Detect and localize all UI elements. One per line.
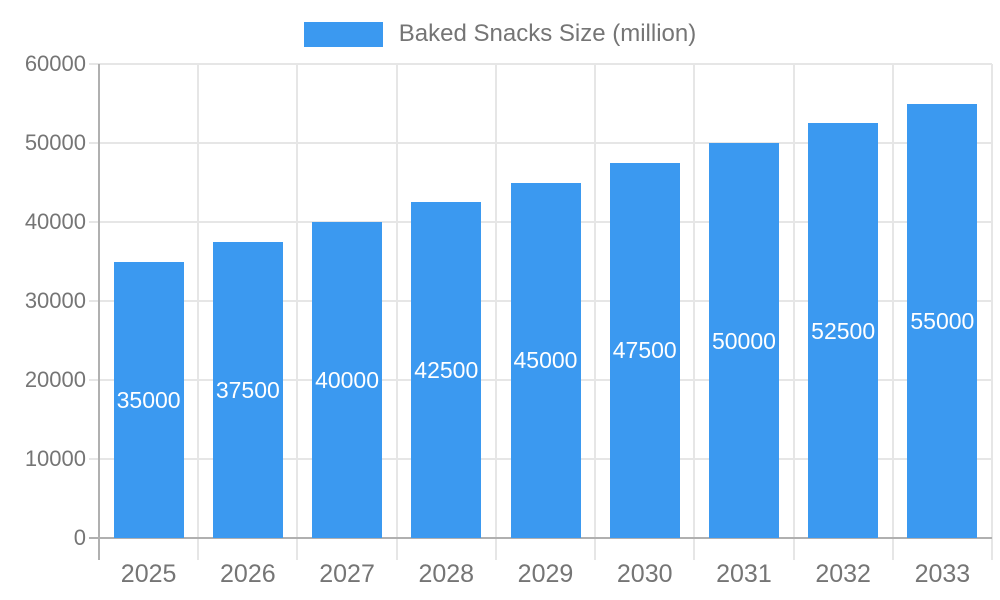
bar[interactable] [411,202,482,538]
bar[interactable] [609,162,680,538]
y-tick [89,142,99,144]
x-axis-label: 2025 [120,560,177,588]
h-gridline [99,142,992,144]
bar[interactable] [907,103,978,538]
y-tick [89,63,99,65]
x-tick [296,538,299,560]
bar[interactable] [212,241,283,538]
bar[interactable] [510,182,581,538]
bar-value-label: 55000 [910,307,975,334]
x-tick [693,538,696,560]
bar[interactable] [312,222,383,538]
y-tick [89,300,99,302]
v-gridline [991,64,993,538]
x-axis-label: 2031 [716,560,772,588]
bar-value-label: 37500 [215,376,280,403]
v-gridline [197,64,200,538]
v-gridline [494,64,497,538]
legend-swatch-icon [303,21,383,47]
bar[interactable] [708,143,779,538]
h-gridline [99,63,992,65]
x-axis-label: 2028 [418,560,475,588]
x-axis-label: 2026 [220,560,276,588]
x-axis-label: 2027 [319,560,375,588]
v-gridline [296,64,299,538]
x-axis-label: 2030 [616,560,673,588]
y-axis-label: 20000 [24,367,86,392]
bar-value-label: 42500 [414,357,479,384]
x-tick [594,538,597,560]
v-gridline [594,64,597,538]
bar-value-label: 47500 [612,337,677,364]
y-axis-label: 40000 [24,209,86,234]
x-axis-label: 2029 [517,560,574,588]
bar[interactable] [808,123,879,538]
bar-value-label: 45000 [513,347,578,374]
v-gridline [693,64,696,538]
y-axis-label: 10000 [24,446,86,471]
x-axis-label: 2032 [815,560,871,588]
x-axis-line [89,537,992,539]
v-gridline [395,64,398,538]
y-axis-label: 50000 [24,130,86,155]
x-tick [891,538,894,560]
y-axis-label: 60000 [24,51,86,76]
y-tick [89,221,99,223]
v-gridline [891,64,894,538]
x-tick [395,538,398,560]
y-axis-line [98,64,100,560]
y-axis-label: 0 [73,525,86,550]
y-axis-label: 30000 [24,288,86,313]
v-gridline [792,64,795,538]
x-tick [494,538,497,560]
x-tick [991,538,993,560]
x-tick [792,538,795,560]
bar-value-label: 52500 [811,317,876,344]
bar-value-label: 40000 [315,367,380,393]
y-tick [89,458,99,460]
bar-value-label: 35000 [116,386,181,413]
x-axis-label: 2033 [914,560,971,588]
x-tick [197,538,200,560]
legend[interactable]: Baked Snacks Size (million) [0,20,1000,48]
bar[interactable] [113,261,184,538]
legend-label: Baked Snacks Size (million) [398,20,697,47]
y-tick [89,379,99,381]
bar-value-label: 50000 [711,327,776,354]
